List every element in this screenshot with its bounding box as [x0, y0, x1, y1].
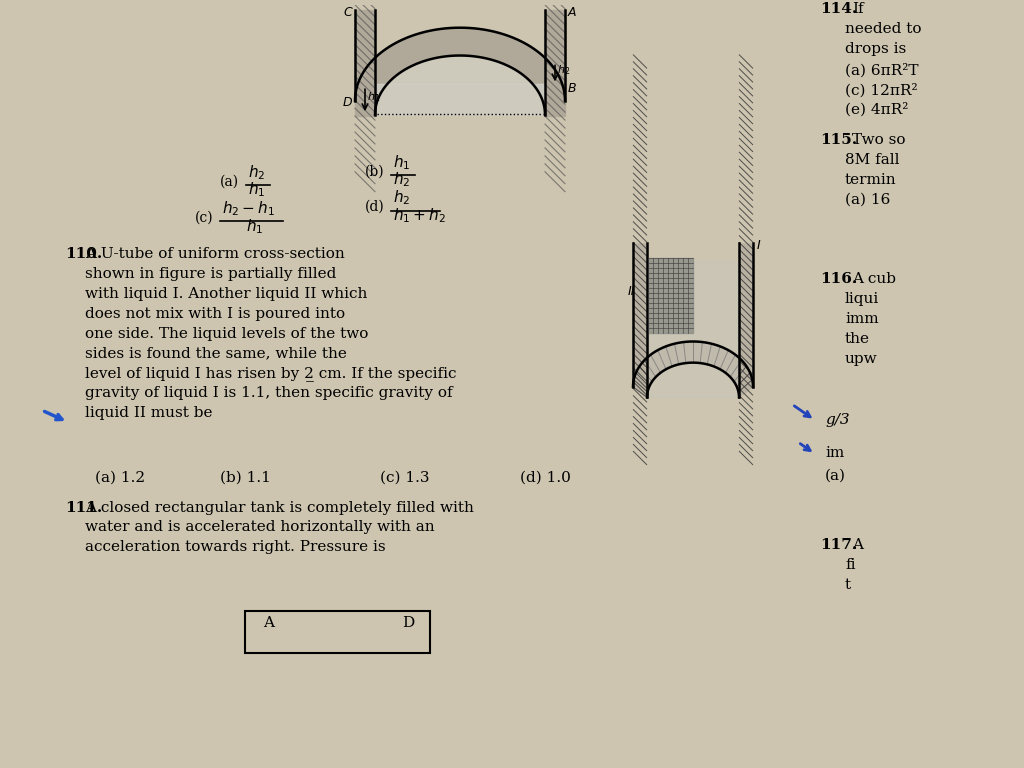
Text: A closed rectangular tank is completely filled with: A closed rectangular tank is completely …	[85, 501, 474, 515]
Text: A cub: A cub	[852, 272, 896, 286]
Text: C: C	[343, 6, 352, 18]
Text: $h_1$: $h_1$	[393, 153, 411, 171]
Text: A: A	[263, 616, 274, 630]
Text: termin: termin	[845, 173, 897, 187]
Text: (a) 6πR²T: (a) 6πR²T	[845, 63, 919, 78]
Text: If: If	[852, 2, 863, 16]
Text: $h_2$: $h_2$	[393, 170, 411, 190]
Text: level of liquid I has risen by 2̲ cm. If the specific: level of liquid I has risen by 2̲ cm. If…	[85, 366, 457, 382]
Text: imm: imm	[845, 312, 879, 326]
Text: I: I	[757, 240, 761, 253]
Text: $h_2$: $h_2$	[248, 164, 265, 183]
Text: 8M fall: 8M fall	[845, 153, 899, 167]
Text: upw: upw	[845, 352, 878, 366]
Text: (d): (d)	[365, 200, 385, 214]
Polygon shape	[355, 10, 375, 116]
Polygon shape	[355, 28, 565, 114]
Text: (a) 1.2: (a) 1.2	[95, 471, 145, 485]
Text: $h_2 - h_1$: $h_2 - h_1$	[222, 200, 275, 218]
Text: B: B	[568, 82, 577, 95]
Text: liqui: liqui	[845, 292, 880, 306]
Text: 115.: 115.	[820, 133, 857, 147]
Polygon shape	[648, 258, 693, 333]
Text: (b) 1.1: (b) 1.1	[220, 471, 271, 485]
Text: 114.: 114.	[820, 2, 857, 16]
Text: $h_1$: $h_1$	[367, 90, 380, 104]
Text: g/3: g/3	[825, 413, 850, 427]
Text: (a): (a)	[220, 174, 240, 189]
Text: $h_1$: $h_1$	[246, 217, 263, 236]
Text: $h_1$: $h_1$	[248, 180, 265, 200]
Text: acceleration towards right. Pressure is: acceleration towards right. Pressure is	[85, 541, 386, 554]
Text: drops is: drops is	[845, 41, 906, 55]
Text: sides is found the same, while the: sides is found the same, while the	[85, 346, 347, 361]
Polygon shape	[648, 261, 738, 397]
Text: fi: fi	[845, 558, 855, 572]
Text: A: A	[852, 538, 863, 552]
Text: A: A	[568, 6, 577, 18]
Text: gravity of liquid I is 1.1, then specific gravity of: gravity of liquid I is 1.1, then specifi…	[85, 386, 453, 400]
Text: (c) 12πR²: (c) 12πR²	[845, 83, 918, 98]
Text: $h_2$: $h_2$	[393, 189, 411, 207]
Text: (c) 1.3: (c) 1.3	[380, 471, 429, 485]
Polygon shape	[633, 342, 753, 397]
Text: water and is accelerated horizontally with an: water and is accelerated horizontally wi…	[85, 521, 434, 535]
Text: liquid II must be: liquid II must be	[85, 406, 213, 420]
Text: t: t	[845, 578, 851, 592]
Text: II: II	[628, 286, 635, 299]
Text: 111.: 111.	[65, 501, 102, 515]
Text: (c): (c)	[195, 210, 214, 224]
Text: Two so: Two so	[852, 133, 905, 147]
Text: A U-tube of uniform cross-section: A U-tube of uniform cross-section	[85, 247, 345, 261]
Text: (a): (a)	[825, 468, 846, 483]
Polygon shape	[633, 243, 647, 397]
Text: does not mix with I is poured into: does not mix with I is poured into	[85, 307, 345, 321]
Polygon shape	[545, 10, 565, 116]
Text: 110.: 110.	[65, 247, 102, 261]
Text: (a) 16: (a) 16	[845, 193, 891, 207]
Polygon shape	[739, 243, 753, 397]
Text: 117.: 117.	[820, 538, 857, 552]
Text: (b): (b)	[365, 165, 385, 179]
Text: one side. The liquid levels of the two: one side. The liquid levels of the two	[85, 326, 369, 341]
Text: $h_2$: $h_2$	[557, 64, 570, 78]
Text: im: im	[825, 446, 844, 460]
Text: with liquid I. Another liquid II which: with liquid I. Another liquid II which	[85, 287, 368, 301]
Bar	[245, 611, 430, 653]
Text: $h_1 + h_2$: $h_1 + h_2$	[393, 207, 446, 225]
Text: the: the	[845, 332, 870, 346]
Text: needed to: needed to	[845, 22, 922, 35]
Polygon shape	[375, 84, 545, 114]
Text: D: D	[342, 96, 352, 109]
Text: (e) 4πR²: (e) 4πR²	[845, 103, 908, 118]
Text: (d) 1.0: (d) 1.0	[520, 471, 570, 485]
Polygon shape	[375, 55, 545, 114]
Text: D: D	[402, 616, 415, 630]
Text: shown in figure is partially filled: shown in figure is partially filled	[85, 267, 336, 281]
Text: 116.: 116.	[820, 272, 857, 286]
